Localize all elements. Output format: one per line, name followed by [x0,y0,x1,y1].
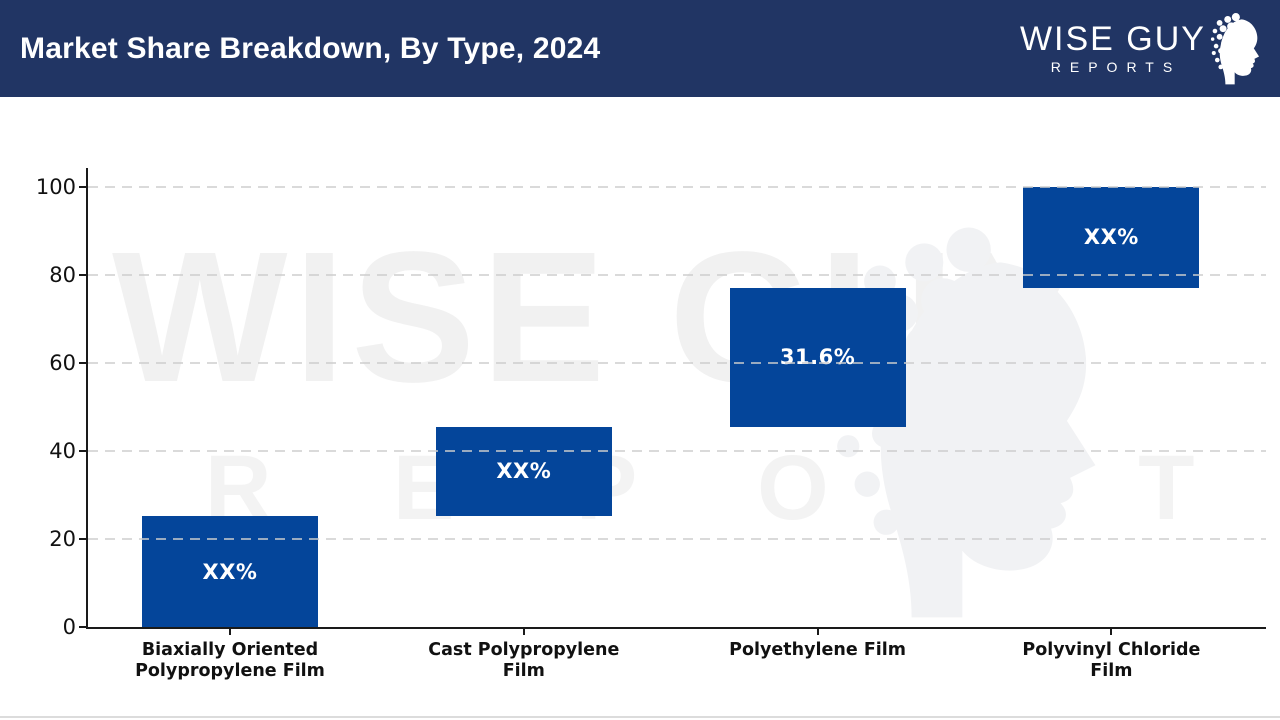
gridline [88,274,1266,276]
logo-wordmark: WISE GUY [1019,19,1206,58]
x-tick-mark [816,629,819,635]
bottom-divider [0,716,1280,718]
y-tick-mark [79,626,87,628]
y-tick-label: 100 [35,175,76,199]
y-tick-mark [79,362,87,364]
bar: XX% [435,426,612,517]
wiseguy-face-icon [1210,12,1260,84]
page-title: Market Share Breakdown, By Type, 2024 [20,31,601,65]
y-tick-label: 40 [49,439,76,463]
x-tick-label: Biaxially Oriented Polypropylene Film [135,640,325,681]
logo-subtitle: REPORTS [1050,58,1182,75]
x-tick-mark [1110,629,1113,635]
bar: 31.6% [729,287,906,427]
y-tick-label: 20 [49,527,76,551]
bar-value-label: XX% [496,459,552,484]
y-tick-mark [79,538,87,540]
bar-value-label: XX% [202,559,258,584]
y-tick-label: 60 [49,351,76,375]
gridline [88,538,1266,540]
x-axis-line [86,627,1266,629]
watermark-subtitle: R E P O R T S [205,437,1280,539]
y-tick-label: 0 [62,615,76,639]
bar: XX% [142,516,318,627]
y-axis-line [86,168,88,629]
x-tick-label: Polyethylene Film [729,640,907,660]
x-tick-label: Cast Polypropylene Film [428,640,620,681]
wiseguy-logo: WISE GUY REPORTS [1020,11,1280,87]
x-tick-label: Polyvinyl Chloride Film [1022,640,1201,681]
header-bar: Market Share Breakdown, By Type, 2024 WI… [0,0,1280,97]
bar: XX% [1023,187,1200,288]
bar-value-label: XX% [1083,225,1139,250]
x-tick-mark [522,629,525,635]
x-tick-mark [229,629,231,635]
y-tick-label: 80 [49,263,76,287]
gridline [88,362,1266,364]
wiseguy-logo-text: WISE GUY REPORTS [1020,22,1206,76]
gridline [88,186,1266,188]
y-tick-mark [79,450,87,452]
bar-value-label: 31.6% [779,345,856,370]
gridline [88,450,1266,452]
y-tick-mark [79,186,87,188]
y-tick-mark [79,274,87,276]
